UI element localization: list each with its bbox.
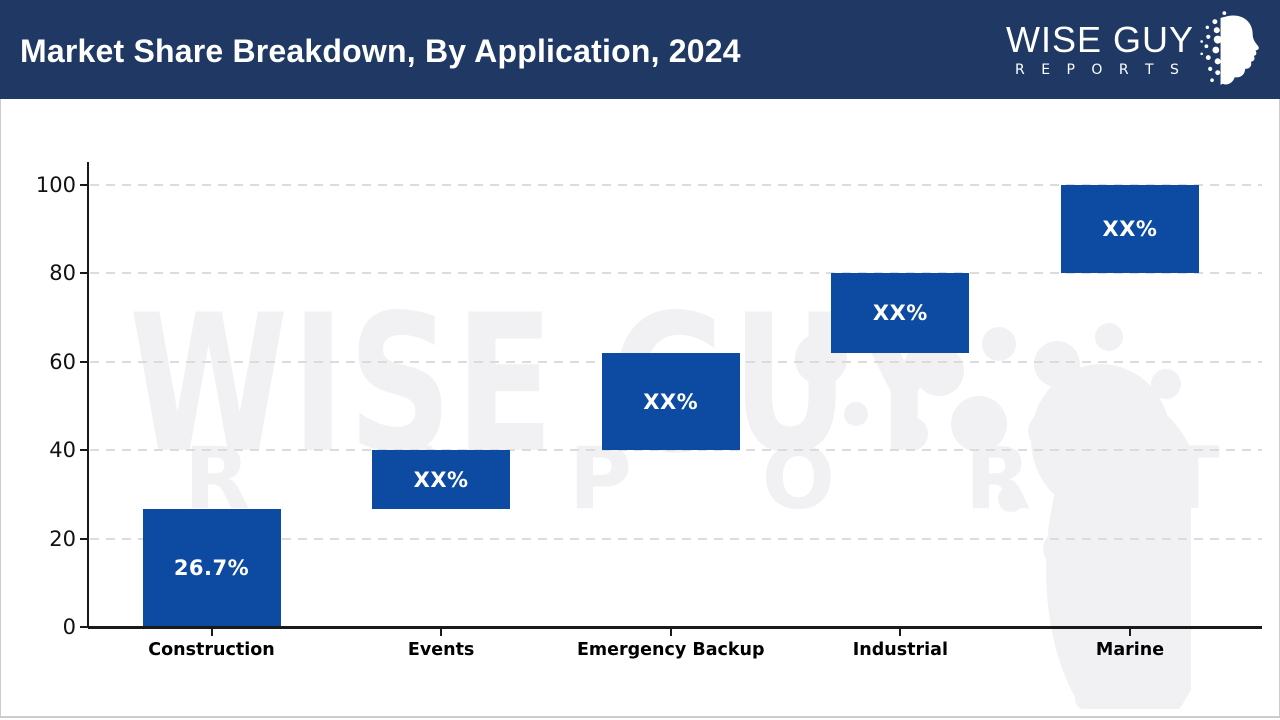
y-tick-label-40: 40	[49, 438, 76, 463]
y-tick-label-100: 100	[35, 173, 76, 197]
gridline-20	[90, 537, 1262, 540]
bar-marine: XX%	[1061, 185, 1199, 274]
bar-industrial: XX%	[831, 273, 970, 353]
bar-value-label-emergency-backup: XX%	[643, 389, 699, 414]
chart-title: Market Share Breakdown, By Application, …	[20, 33, 741, 69]
logo-reports-label: R E P O R T S	[1015, 62, 1185, 78]
bar-value-label-events: XX%	[413, 467, 469, 492]
wiseguy-face-icon	[1200, 11, 1259, 85]
bar-value-label-industrial: XX%	[872, 301, 928, 326]
gridline-80	[90, 272, 1262, 275]
gridline-40	[90, 449, 1262, 452]
y-tick-60	[80, 360, 88, 363]
header-band: Market Share Breakdown, By Application, …	[0, 0, 1280, 99]
x-axis-spine	[88, 626, 1262, 629]
y-tick-label-80: 80	[49, 261, 76, 286]
x-tick-events	[440, 629, 443, 636]
logo-text: WISE GUY R E P O R T S	[1006, 20, 1194, 79]
logo-wise-guy-label: WISE GUY	[1005, 19, 1194, 60]
x-label-emergency-backup: Emergency Backup	[576, 640, 765, 660]
y-tick-100	[80, 184, 88, 186]
y-tick-40	[80, 449, 88, 452]
x-tick-construction	[210, 629, 213, 636]
bar-value-label-marine: XX%	[1102, 217, 1158, 242]
x-label-construction: Construction	[148, 640, 275, 660]
x-label-industrial: Industrial	[852, 640, 948, 660]
bar-emergency-backup: XX%	[601, 352, 740, 451]
wise-guy-reports-logo: WISE GUY R E P O R T S	[1006, 6, 1266, 94]
x-tick-emergency-backup	[669, 629, 672, 636]
x-tick-marine	[1129, 629, 1131, 636]
x-tick-industrial	[899, 629, 902, 636]
y-axis-spine	[87, 162, 89, 627]
y-tick-20	[80, 537, 88, 540]
gridline-100	[90, 184, 1262, 186]
x-label-events: Events	[407, 640, 475, 660]
y-tick-80	[80, 272, 88, 275]
y-tick-0	[80, 626, 88, 628]
bar-value-label-construction: 26.7%	[173, 555, 250, 580]
bar-construction: 26.7%	[142, 508, 281, 627]
x-label-marine: Marine	[1095, 640, 1165, 660]
bar-events: XX%	[372, 450, 511, 509]
y-tick-label-20: 20	[49, 526, 76, 551]
y-tick-label-0: 0	[62, 615, 76, 639]
y-tick-label-60: 60	[49, 349, 76, 374]
